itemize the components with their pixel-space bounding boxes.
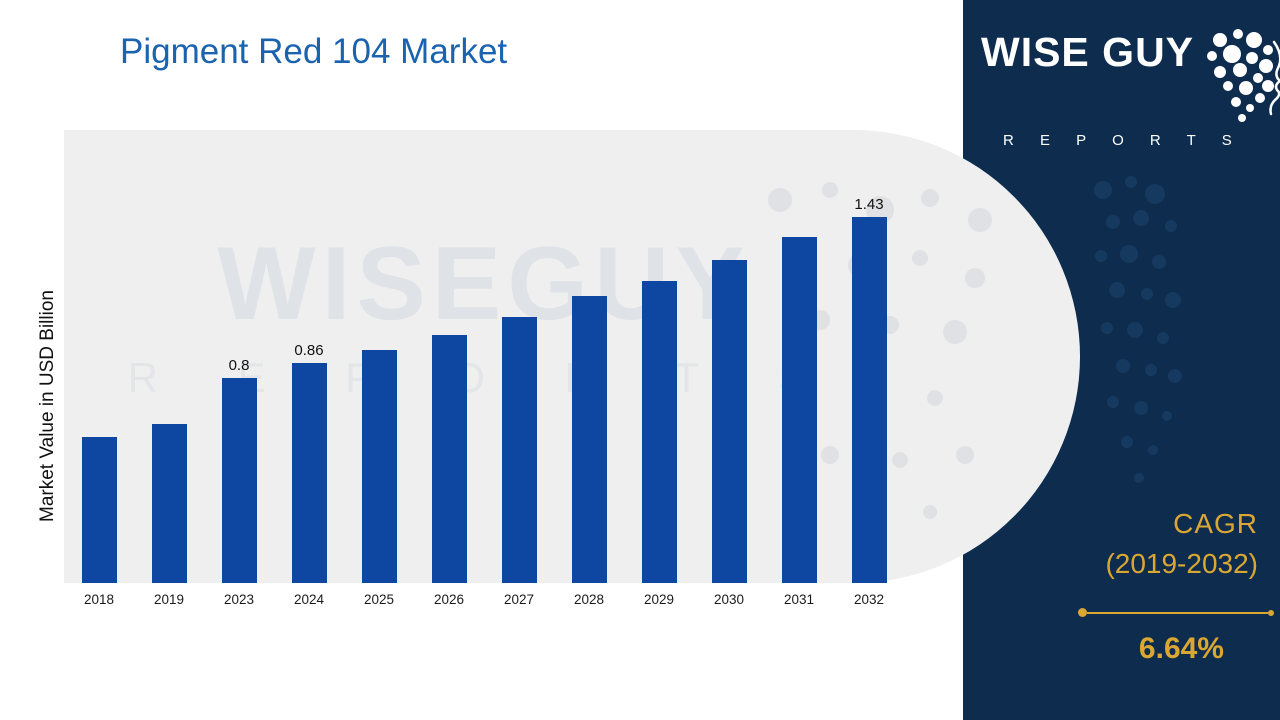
logo-subtext: R E P O R T S <box>1003 132 1243 149</box>
x-axis-labels: 2018 2019 2023 2024 2025 2026 2027 2028 2029 2030… <box>64 592 904 607</box>
bar-column <box>414 335 484 583</box>
bar <box>711 260 747 583</box>
bar-column <box>764 237 834 583</box>
bar-value-label: 1.43 <box>854 196 884 213</box>
bar-column <box>554 296 624 583</box>
brand-logo: WISE GUY R E P O R T S <box>981 29 1280 149</box>
y-axis-label: Market Value in USD Billion <box>37 290 58 522</box>
bar <box>291 363 327 583</box>
x-tick-label: 2018 <box>83 592 115 607</box>
x-tick-label: 2026 <box>433 592 465 607</box>
bar-value-label: 0.8 <box>228 357 250 374</box>
bar <box>781 237 817 583</box>
logo-text: WISE GUY <box>981 29 1195 75</box>
x-tick-label: 2029 <box>643 592 675 607</box>
divider-line <box>1087 611 1268 614</box>
x-tick-label: 2024 <box>293 592 325 607</box>
x-tick-label: 2032 <box>853 592 885 607</box>
bar-series: 0.8 0.86 1.43 <box>64 130 904 583</box>
bar-column: 0.86 <box>274 342 344 583</box>
cagr-label: CAGR <box>1173 508 1258 539</box>
x-tick-label: 2019 <box>153 592 185 607</box>
bar-column <box>694 260 764 583</box>
bar <box>151 424 187 583</box>
bar <box>851 217 887 583</box>
bar-column: 1.43 <box>834 196 904 583</box>
x-tick-label: 2027 <box>503 592 535 607</box>
bar <box>501 317 537 583</box>
x-tick-label: 2028 <box>573 592 605 607</box>
x-tick-label: 2025 <box>363 592 395 607</box>
x-tick-label: 2030 <box>713 592 745 607</box>
cagr-range: (2019-2032) <box>1105 548 1258 579</box>
bar-column <box>344 350 414 583</box>
bar-column: 0.8 <box>204 357 274 583</box>
bar-column <box>64 437 134 583</box>
decor-dots-panel <box>1094 176 1182 483</box>
cagr-divider <box>1078 608 1274 617</box>
divider-right-dot <box>1268 609 1274 616</box>
watermark: WISEGUY R E P O R T S <box>94 225 874 402</box>
logo-face-icon <box>1207 29 1280 122</box>
cagr-block: CAGR (2019-2032) <box>1105 508 1258 580</box>
bar <box>431 335 467 583</box>
bar <box>571 296 607 583</box>
bar <box>641 281 677 583</box>
plot-area: WISEGUY R E P O R T S 0.8 0.86 1.43 <box>64 130 1080 583</box>
bar <box>221 378 257 583</box>
bar-column <box>624 281 694 583</box>
chart-title: Pigment Red 104 Market <box>120 32 508 71</box>
divider-left-dot <box>1078 608 1087 617</box>
bar-value-label: 0.86 <box>294 342 324 359</box>
x-tick-label: 2023 <box>223 592 255 607</box>
bar-column <box>134 424 204 583</box>
bar-column <box>484 317 554 583</box>
x-tick-label: 2031 <box>783 592 815 607</box>
bar <box>361 350 397 583</box>
bar <box>81 437 117 583</box>
cagr-value: 6.64% <box>1138 632 1224 665</box>
